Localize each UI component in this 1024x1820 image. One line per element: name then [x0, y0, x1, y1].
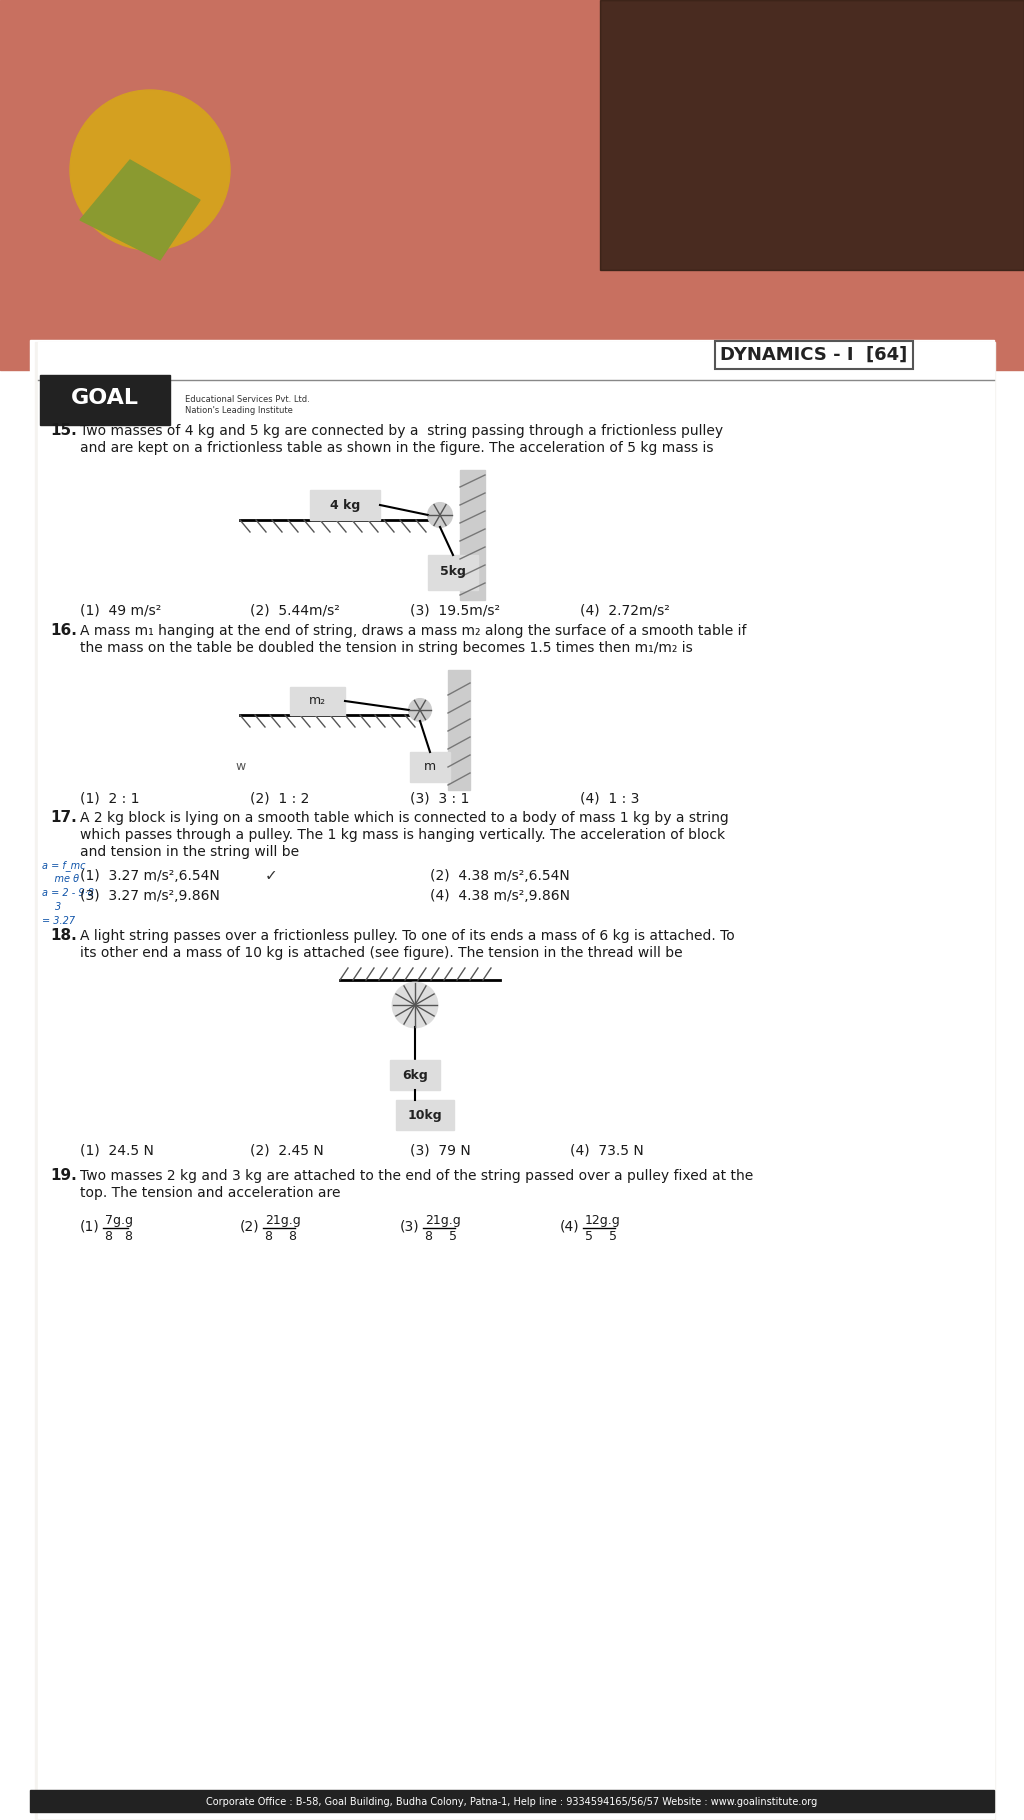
Text: 15.: 15. [50, 422, 77, 439]
Text: 3: 3 [55, 903, 61, 912]
Text: me θ: me θ [42, 874, 79, 885]
Bar [310, 490, 380, 521]
Text: (3): (3) [400, 1219, 420, 1232]
Text: 8    8: 8 8 [265, 1230, 297, 1243]
Text: (4): (4) [560, 1219, 580, 1232]
Text: its other end a mass of 10 kg is attached (see figure). The tension in the threa: its other end a mass of 10 kg is attache… [80, 946, 683, 959]
Text: which passes through a pulley. The 1 kg mass is hanging vertically. The accelera: which passes through a pulley. The 1 kg … [80, 828, 725, 843]
Bar [0, 0, 1024, 369]
Bar [330, 970, 510, 1139]
Text: (4)  4.38 m/s²,9.86N: (4) 4.38 m/s²,9.86N [430, 888, 570, 903]
Bar [40, 375, 170, 426]
Text: (3)  3 : 1: (3) 3 : 1 [410, 792, 469, 804]
Text: A light string passes over a frictionless pulley. To one of its ends a mass of 6: A light string passes over a frictionles… [80, 928, 735, 943]
Text: (2)  5.44m/s²: (2) 5.44m/s² [250, 604, 340, 619]
Text: 19.: 19. [50, 1168, 77, 1183]
Text: 10kg: 10kg [408, 1108, 442, 1121]
Text: a = f_mc: a = f_mc [42, 861, 85, 872]
Text: 4 kg: 4 kg [330, 499, 360, 511]
Text: (3)  19.5m/s²: (3) 19.5m/s² [410, 604, 500, 619]
Text: 18.: 18. [50, 928, 77, 943]
Text: A mass m₁ hanging at the end of string, draws a mass m₂ along the surface of a s: A mass m₁ hanging at the end of string, … [80, 624, 746, 639]
Text: 6kg: 6kg [402, 1068, 428, 1081]
Bar [220, 670, 490, 790]
Text: m: m [424, 761, 436, 774]
Circle shape [393, 983, 437, 1026]
Text: 21g.g: 21g.g [265, 1214, 301, 1227]
Text: = 3.27: = 3.27 [42, 915, 75, 926]
Text: m₂: m₂ [308, 695, 326, 708]
Text: A 2 kg block is lying on a smooth table which is connected to a body of mass 1 k: A 2 kg block is lying on a smooth table … [80, 812, 729, 824]
Text: (4)  2.72m/s²: (4) 2.72m/s² [580, 604, 670, 619]
Bar [290, 686, 345, 715]
Text: w: w [234, 761, 246, 774]
Text: (1)  2 : 1: (1) 2 : 1 [80, 792, 139, 804]
Text: 8   8: 8 8 [105, 1230, 133, 1243]
Text: (2)  2.45 N: (2) 2.45 N [250, 1145, 324, 1158]
Text: top. The tension and acceleration are: top. The tension and acceleration are [80, 1187, 341, 1199]
Text: 5kg: 5kg [440, 566, 466, 579]
Text: (1)  24.5 N: (1) 24.5 N [80, 1145, 154, 1158]
Text: 16.: 16. [50, 622, 77, 639]
Text: 7g.g: 7g.g [105, 1214, 133, 1227]
Text: Educational Services Pvt. Ltd.
Nation's Leading Institute: Educational Services Pvt. Ltd. Nation's … [185, 395, 309, 415]
Bar [428, 555, 478, 590]
Text: (4)  1 : 3: (4) 1 : 3 [580, 792, 639, 804]
Text: the mass on the table be doubled the tension in string becomes 1.5 times then m₁: the mass on the table be doubled the ten… [80, 641, 693, 655]
Text: Two masses 2 kg and 3 kg are attached to the end of the string passed over a pul: Two masses 2 kg and 3 kg are attached to… [80, 1168, 754, 1183]
Bar [410, 752, 450, 783]
Bar [390, 1059, 440, 1090]
Text: and are kept on a frictionless table as shown in the figure. The acceleration of: and are kept on a frictionless table as … [80, 440, 714, 455]
Text: DYNAMICS - I  [64]: DYNAMICS - I [64] [720, 346, 907, 364]
Circle shape [70, 89, 230, 249]
Text: 17.: 17. [50, 810, 77, 824]
Bar [30, 340, 994, 1820]
Bar [38, 342, 994, 1818]
Bar [460, 470, 485, 601]
Text: Corporate Office : B-58, Goal Building, Budha Colony, Patna-1, Help line : 93345: Corporate Office : B-58, Goal Building, … [207, 1796, 817, 1807]
Text: 21g.g: 21g.g [425, 1214, 461, 1227]
Text: (1)  3.27 m/s²,6.54N: (1) 3.27 m/s²,6.54N [80, 868, 220, 883]
Text: 5    5: 5 5 [585, 1230, 617, 1243]
Bar [396, 1099, 454, 1130]
Text: (1): (1) [80, 1219, 99, 1232]
Polygon shape [80, 160, 200, 260]
Bar [600, 0, 1024, 269]
Text: (3)  3.27 m/s²,9.86N: (3) 3.27 m/s²,9.86N [80, 888, 220, 903]
Bar [220, 470, 500, 601]
Circle shape [428, 502, 452, 528]
Text: 8    5: 8 5 [425, 1230, 457, 1243]
Text: (2)  4.38 m/s²,6.54N: (2) 4.38 m/s²,6.54N [430, 868, 569, 883]
Text: ✓: ✓ [265, 868, 278, 883]
Circle shape [409, 699, 431, 721]
Text: (1)  49 m/s²: (1) 49 m/s² [80, 604, 161, 619]
Text: 12g.g: 12g.g [585, 1214, 621, 1227]
Text: a = 2 - 9·8: a = 2 - 9·8 [42, 888, 94, 897]
Text: and tension in the string will be: and tension in the string will be [80, 844, 299, 859]
Text: (2)  1 : 2: (2) 1 : 2 [250, 792, 309, 804]
Bar [449, 670, 470, 790]
Text: Two masses of 4 kg and 5 kg are connected by a  string passing through a frictio: Two masses of 4 kg and 5 kg are connecte… [80, 424, 723, 439]
Bar [220, 470, 500, 601]
Bar [30, 1791, 994, 1813]
Text: (4)  73.5 N: (4) 73.5 N [570, 1145, 644, 1158]
Text: (2): (2) [240, 1219, 260, 1232]
Text: GOAL: GOAL [71, 388, 139, 408]
Bar [35, 342, 995, 1820]
Text: (3)  79 N: (3) 79 N [410, 1145, 471, 1158]
